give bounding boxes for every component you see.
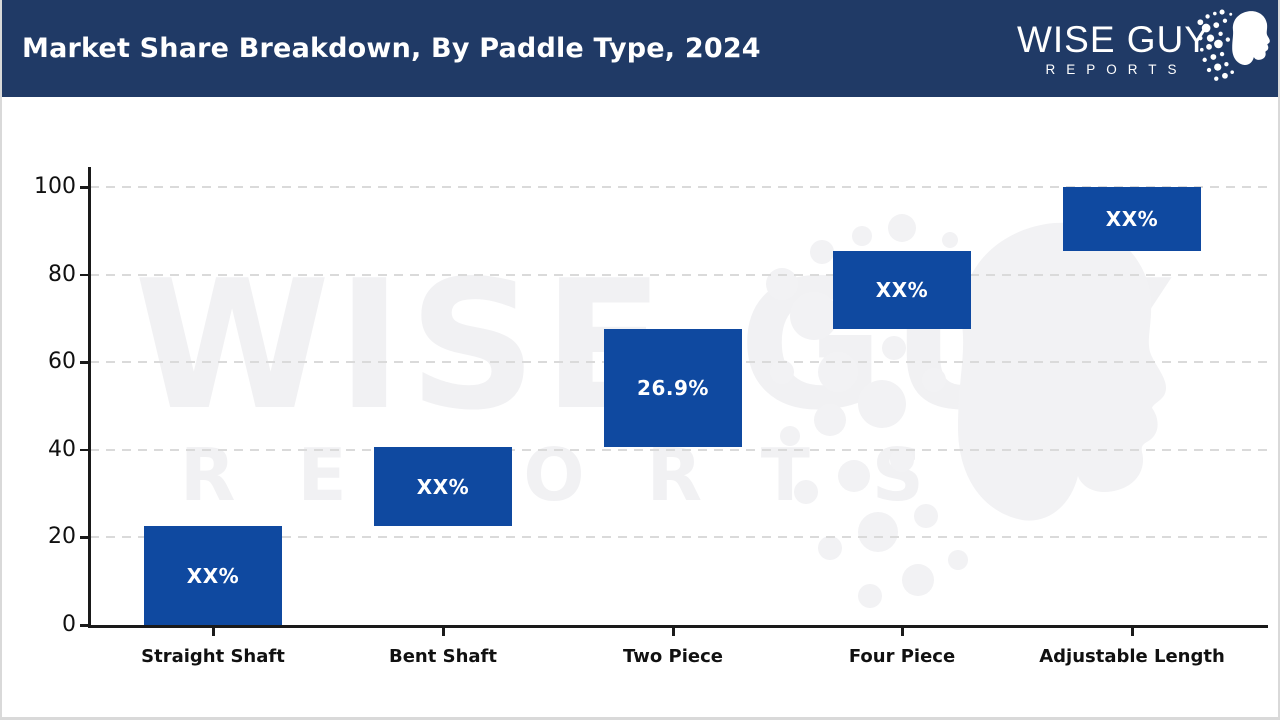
gridline [90, 448, 1268, 451]
brand-name: WISE GUY [1016, 18, 1210, 60]
page-title: Market Share Breakdown, By Paddle Type, … [22, 33, 761, 64]
x-axis-tick [212, 627, 215, 636]
y-axis-tick [80, 361, 89, 364]
y-axis-tick [80, 273, 89, 277]
x-tick-label: Four Piece [848, 646, 956, 667]
bar-value-label: 26.9% [637, 375, 709, 400]
bar-value-label: XX% [416, 474, 470, 499]
bar-bent-shaft: XX% [374, 446, 512, 527]
y-axis-tick [80, 448, 89, 452]
brand-subname: REPORTS [1045, 61, 1188, 77]
x-axis-tick [442, 627, 445, 636]
bar-value-label: XX% [186, 563, 240, 588]
header: Market Share Breakdown, By Paddle Type, … [2, 0, 1278, 97]
x-tick-label: Straight Shaft [141, 646, 285, 667]
x-tick-label: Adjustable Length [1039, 646, 1225, 667]
y-axis-tick [80, 536, 89, 539]
gridline [90, 186, 1268, 188]
y-tick-label: 20 [48, 524, 76, 550]
bar-value-label: XX% [875, 277, 929, 302]
y-tick-label: 0 [62, 612, 76, 637]
x-axis-tick [1131, 627, 1134, 636]
x-tick-label: Two Piece [622, 646, 723, 667]
x-axis-line [88, 625, 1268, 628]
y-tick-label: 40 [48, 436, 76, 462]
y-axis-line [88, 167, 91, 627]
bar-four-piece: XX% [833, 250, 971, 329]
x-axis-tick [901, 627, 904, 636]
bar-two-piece: 26.9% [604, 328, 742, 447]
bar-value-label: XX% [1105, 206, 1159, 231]
x-tick-label: Bent Shaft [389, 646, 497, 667]
x-axis-tick [672, 627, 675, 636]
gridline [90, 273, 1268, 276]
y-tick-label: 80 [48, 261, 76, 287]
brand-logo-text: WISE GUY REPORTS [1017, 21, 1210, 77]
bar-adjustable-length: XX% [1063, 187, 1201, 251]
bar-straight-shaft: XX% [144, 526, 282, 625]
y-tick-label: 100 [34, 174, 76, 199]
chart-area: WISE GUY REPORTS XX% XX% 26.9% XX% XX% 0 20 40… [2, 97, 1278, 717]
y-tick-label: 60 [48, 349, 76, 375]
brand-logo: WISE GUY REPORTS [1017, 6, 1272, 92]
y-axis-tick [80, 624, 89, 627]
gridline [90, 536, 1268, 539]
y-axis-tick [80, 186, 89, 189]
